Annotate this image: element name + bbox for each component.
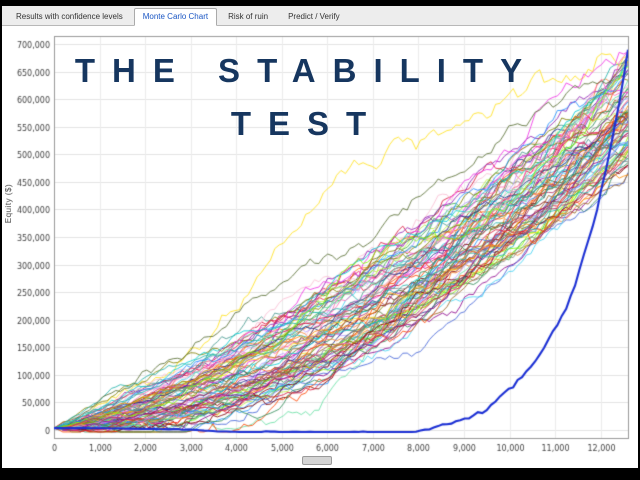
tab-bar: Results with confidence levels Monte Car… [2,6,638,26]
tab-monte-carlo-chart[interactable]: Monte Carlo Chart [133,8,218,26]
app-window: Results with confidence levels Monte Car… [2,6,638,468]
horizontal-scrollbar-thumb[interactable] [302,456,332,465]
monte-carlo-chart-panel: Equity ($) THE STABILITY TEST [2,26,638,468]
tab-predict-verify[interactable]: Predict / Verify [288,12,340,21]
monte-carlo-chart-canvas [2,26,638,468]
tab-risk-of-ruin[interactable]: Risk of ruin [228,12,269,21]
y-axis-label: Equity ($) [4,184,13,224]
tab-results-confidence[interactable]: Results with confidence levels [16,12,123,21]
